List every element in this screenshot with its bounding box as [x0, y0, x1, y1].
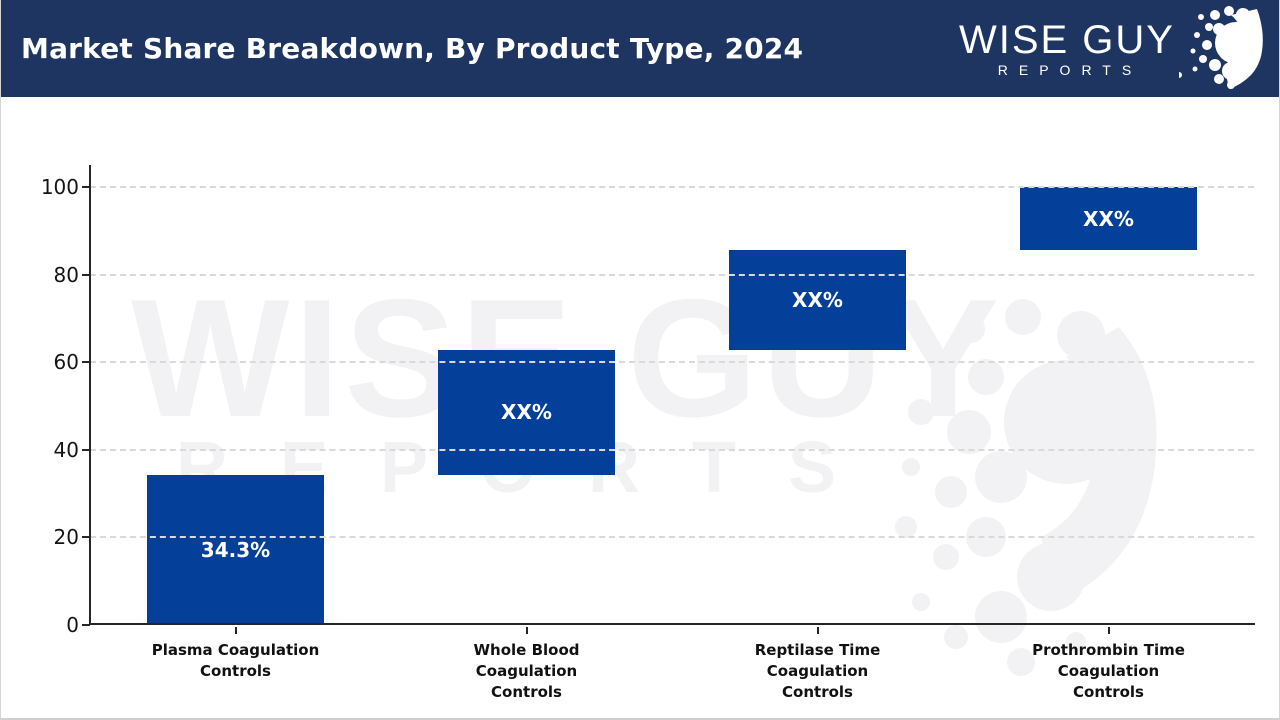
ytick-mark-0 — [82, 624, 90, 626]
logo-subtitle: REPORTS — [997, 61, 1143, 78]
bar-segment: XX% — [729, 250, 906, 350]
gridline-40 — [90, 448, 1254, 451]
bar-segment: XX% — [438, 349, 615, 475]
category-label-line: Coagulation — [1057, 662, 1160, 680]
xtick-mark-1 — [525, 627, 528, 634]
market-share-chart: WISE GUY REPORTS — [1, 97, 1279, 718]
bar-value-label: XX% — [501, 400, 552, 425]
ytick-mark-40 — [82, 448, 90, 451]
category-label-line: Whole Blood — [473, 641, 580, 659]
category-label-line: Coagulation — [475, 662, 578, 680]
category-label-line: Controls — [491, 683, 562, 701]
header-bar: Market Share Breakdown, By Product Type,… — [1, 0, 1279, 97]
category-label: Reptilase Time Coagulation Controls — [672, 640, 963, 703]
category-label: Plasma Coagulation Controls — [90, 640, 381, 682]
ytick-mark-60 — [82, 361, 90, 364]
bar-value-label: XX% — [792, 287, 843, 312]
xtick-mark-3 — [1107, 627, 1110, 634]
ytick-mark-20 — [82, 536, 90, 539]
ytick-label-20: 20 — [53, 525, 79, 550]
wise-guy-reports-logo: WISE GUY REPORTS — [959, 3, 1265, 95]
category-label-line: Controls — [782, 683, 853, 701]
gridline-20 — [90, 536, 1254, 539]
y-axis-line — [89, 165, 91, 625]
watermark-head-icon — [851, 217, 1181, 701]
category-label-line: Controls — [200, 662, 271, 680]
x-axis-line — [89, 623, 1255, 625]
category-label: Prothrombin Time Coagulation Controls — [963, 640, 1254, 703]
bar-value-label: XX% — [1083, 206, 1134, 231]
category-label: Whole Blood Coagulation Controls — [381, 640, 672, 703]
ytick-mark-80 — [82, 273, 90, 276]
category-label-line: Reptilase Time — [754, 641, 881, 659]
ytick-label-80: 80 — [53, 262, 79, 287]
bar-segment: 34.3% — [147, 474, 324, 625]
gridline-80 — [90, 273, 1254, 276]
ytick-label-100: 100 — [40, 175, 79, 199]
logo-text: WISE GUY REPORTS — [959, 20, 1175, 78]
logo-wordmark: WISE GUY — [958, 17, 1175, 62]
dotted-head-icon — [1176, 3, 1265, 95]
xtick-mark-0 — [234, 627, 237, 634]
bar-value-label: 34.3% — [200, 537, 271, 562]
category-label-line: Coagulation — [766, 662, 869, 680]
ytick-label-60: 60 — [53, 350, 79, 375]
ytick-label-40: 40 — [53, 437, 79, 462]
category-label-line: Prothrombin Time — [1032, 641, 1185, 659]
gridline-60 — [90, 361, 1254, 364]
xtick-mark-2 — [816, 627, 819, 634]
category-label-line: Plasma Coagulation — [151, 641, 320, 659]
gridline-100 — [90, 186, 1254, 188]
ytick-label-0: 0 — [66, 613, 79, 637]
page-title: Market Share Breakdown, By Product Type,… — [21, 32, 804, 65]
ytick-mark-100 — [82, 186, 90, 188]
bar-segment: XX% — [1020, 187, 1197, 251]
category-label-line: Controls — [1073, 683, 1144, 701]
